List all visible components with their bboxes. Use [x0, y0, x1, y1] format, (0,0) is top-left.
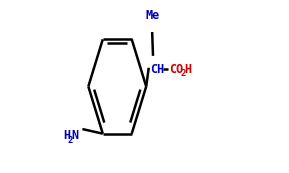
Text: CH: CH — [151, 63, 165, 76]
Text: H: H — [184, 63, 192, 76]
Text: CO: CO — [169, 63, 184, 76]
Text: N: N — [72, 129, 79, 142]
Text: 2: 2 — [181, 69, 186, 78]
Text: Me: Me — [145, 9, 159, 22]
Text: 2: 2 — [68, 136, 73, 145]
Text: H: H — [63, 129, 70, 142]
